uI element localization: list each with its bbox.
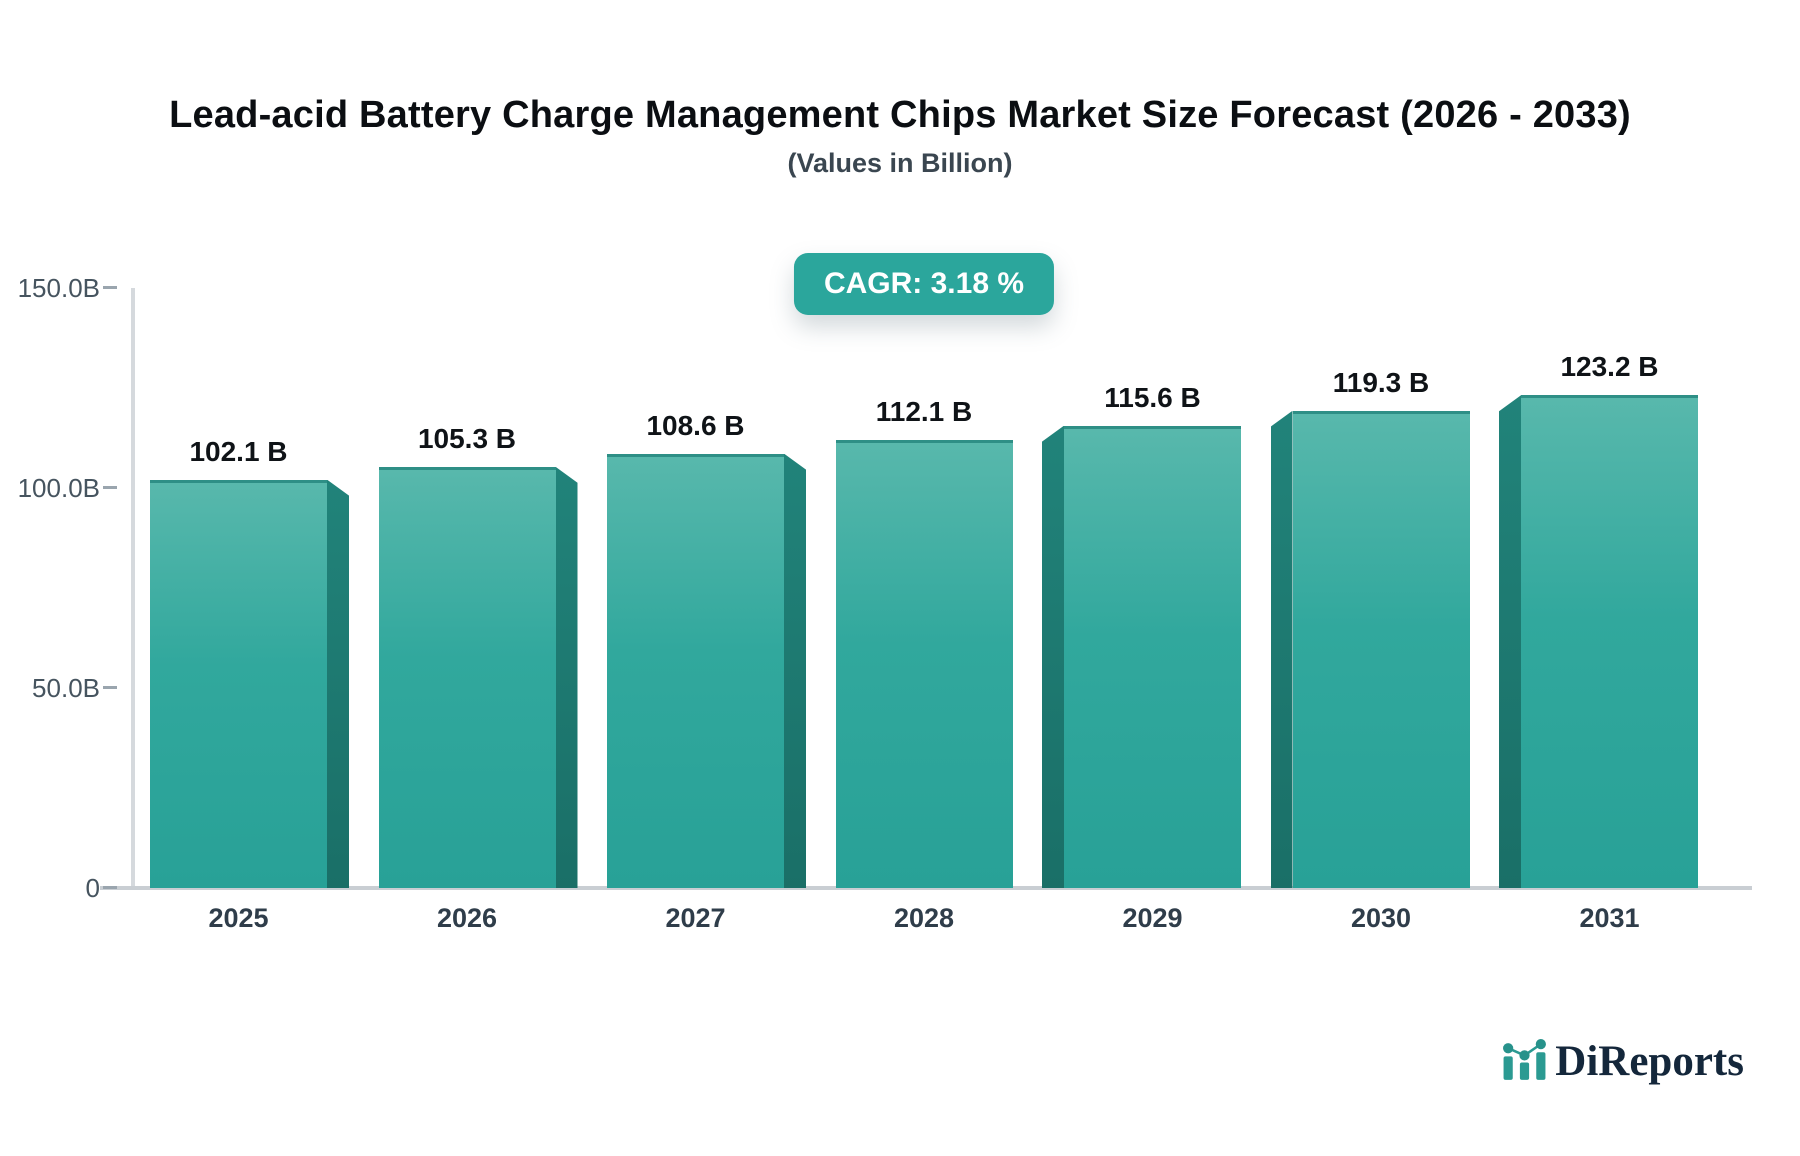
y-axis-label: 50.0B	[32, 673, 100, 703]
bar-2025[interactable]	[150, 479, 327, 888]
mini-bar-chart-icon	[1503, 1039, 1547, 1080]
y-axis-tick	[103, 486, 117, 489]
bar-value-label: 123.2 B	[1560, 351, 1659, 383]
bar-value-label: 115.6 B	[1104, 381, 1201, 413]
y-axis-line	[131, 288, 135, 890]
x-label-2030: 2030	[1350, 903, 1412, 933]
direports-logo: DiReports	[1501, 1038, 1744, 1085]
bar-2027[interactable]	[607, 453, 784, 888]
bar-value-label: 105.3 B	[417, 422, 517, 454]
bar-2026[interactable]	[378, 466, 556, 888]
y-axis-tick	[103, 286, 117, 289]
cagr-badge: CAGR: 3.18 %	[793, 253, 1055, 315]
bar-side-2025	[327, 479, 349, 888]
bar-value-label: 112.1 B	[875, 395, 973, 427]
bar-side-2030	[1270, 410, 1293, 888]
bar-side-2026	[555, 466, 578, 888]
bar-2029[interactable]	[1064, 425, 1241, 888]
bar-side-2027	[784, 453, 806, 888]
bar-side-2031	[1499, 395, 1521, 888]
x-label-2026: 2026	[436, 903, 498, 933]
x-label-2027: 2027	[665, 903, 726, 933]
bar-value-label: 102.1 B	[189, 435, 288, 467]
chart-subtitle: (Values in Billion)	[787, 148, 1013, 178]
bar-side-2029	[1042, 425, 1064, 888]
chart-title: Lead-acid Battery Charge Management Chip…	[169, 94, 1631, 136]
x-axis-line	[100, 886, 1752, 890]
x-label-2031: 2031	[1579, 903, 1640, 933]
y-axis-tick	[103, 886, 117, 889]
x-label-2025: 2025	[208, 903, 269, 933]
x-label-2028: 2028	[893, 903, 955, 933]
y-axis-tick	[103, 686, 117, 689]
y-axis-label: 100.0B	[17, 473, 100, 503]
bar-2031[interactable]	[1521, 395, 1698, 888]
bar-value-label: 108.6 B	[646, 409, 745, 441]
x-label-2029: 2029	[1122, 903, 1183, 933]
y-axis-label: 0	[85, 873, 100, 903]
y-axis-label: 150.0B	[17, 273, 100, 303]
bar-value-label: 119.3 B	[1332, 366, 1430, 398]
bar-2030[interactable]	[1292, 410, 1470, 888]
bar-2028[interactable]	[835, 439, 1013, 888]
logo-text: DiReports	[1555, 1037, 1744, 1085]
